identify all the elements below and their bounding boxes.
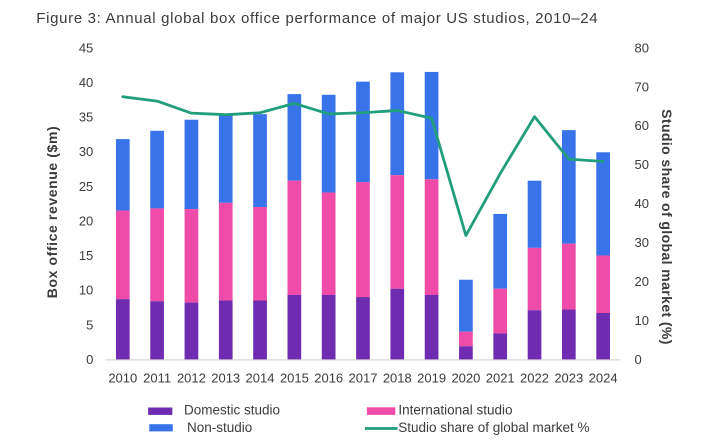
svg-text:2017: 2017 [349,371,378,386]
svg-text:2016: 2016 [314,371,343,386]
svg-text:2024: 2024 [589,371,618,386]
svg-text:25: 25 [79,179,93,194]
svg-text:10: 10 [79,283,93,298]
svg-text:Studio share of global market: Studio share of global market (%) [659,109,675,345]
svg-text:2018: 2018 [383,371,412,386]
svg-text:35: 35 [79,110,93,125]
svg-text:70: 70 [635,79,649,94]
svg-text:2022: 2022 [520,371,549,386]
svg-text:2013: 2013 [211,371,240,386]
svg-text:0: 0 [635,352,642,367]
svg-text:2015: 2015 [280,371,309,386]
svg-text:45: 45 [79,40,93,55]
svg-text:2020: 2020 [451,371,480,386]
svg-text:15: 15 [79,248,93,263]
svg-text:60: 60 [635,118,649,133]
svg-text:2012: 2012 [177,371,206,386]
svg-text:Figure 3: Annual global box of: Figure 3: Annual global box office perfo… [36,10,598,27]
svg-text:2021: 2021 [486,371,515,386]
svg-text:50: 50 [635,157,649,172]
svg-text:Studio share of global market: Studio share of global market % [398,420,589,435]
svg-text:2014: 2014 [246,371,275,386]
svg-text:5: 5 [86,317,93,332]
svg-text:0: 0 [86,352,93,367]
svg-text:2019: 2019 [417,371,446,386]
svg-text:International studio: International studio [398,403,512,418]
svg-text:Box office revenue ($m): Box office revenue ($m) [44,126,60,299]
svg-text:10: 10 [635,313,649,328]
svg-text:30: 30 [79,144,93,159]
svg-text:2011: 2011 [143,371,171,386]
svg-text:Non-studio: Non-studio [187,420,252,435]
svg-text:40: 40 [635,196,649,211]
svg-text:20: 20 [79,214,93,229]
svg-text:20: 20 [635,274,649,289]
svg-text:2023: 2023 [554,371,583,386]
svg-text:40: 40 [79,75,93,90]
svg-text:80: 80 [635,40,649,55]
svg-text:Domestic studio: Domestic studio [184,403,280,418]
svg-text:30: 30 [635,235,649,250]
svg-text:2010: 2010 [108,371,137,386]
